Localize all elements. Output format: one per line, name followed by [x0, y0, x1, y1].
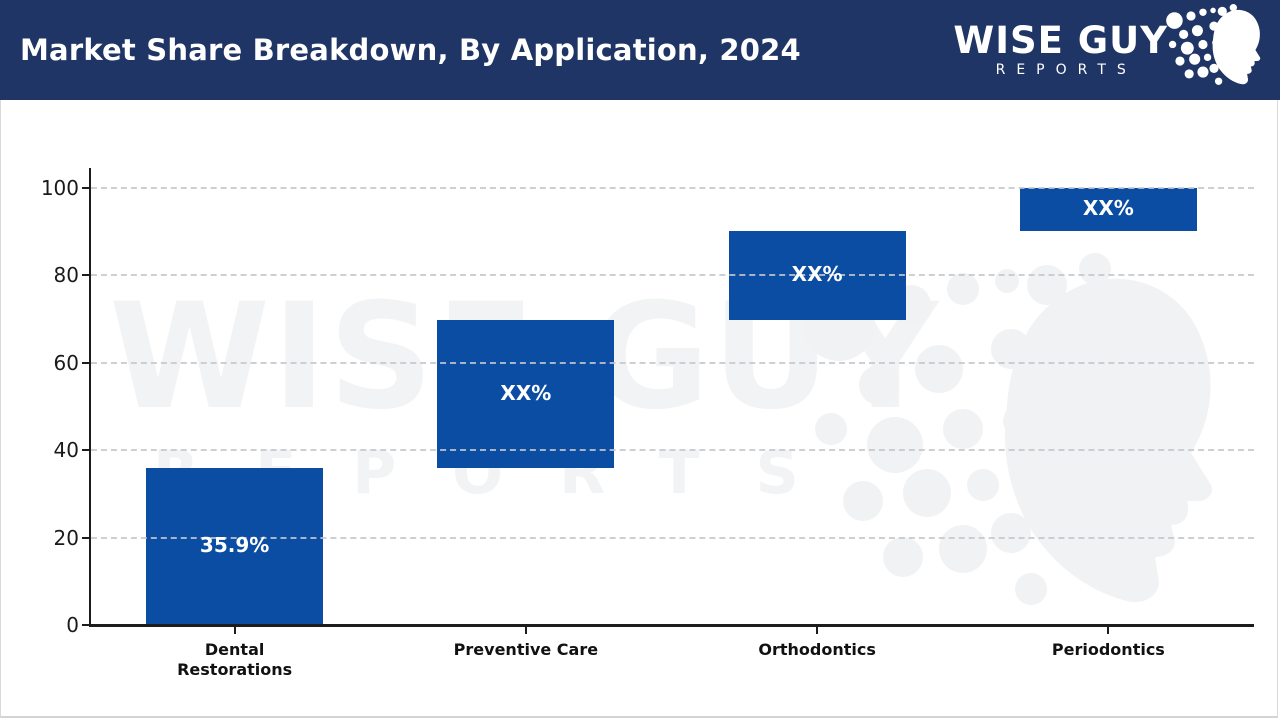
x-tick-label: Dental Restorations: [177, 640, 293, 679]
y-axis-line: [89, 167, 91, 627]
x-axis-tick: [524, 626, 527, 634]
gridline-80: [91, 274, 1254, 276]
x-axis-line: [89, 624, 1254, 627]
bar-value-label: XX%: [791, 262, 843, 287]
y-axis-tick: [82, 536, 89, 539]
y-tick-label: 0: [66, 613, 79, 637]
y-axis-tick: [82, 274, 89, 276]
bar-value-label: 35.9%: [199, 533, 270, 558]
y-axis-tick: [82, 449, 89, 451]
gridline-60: [91, 361, 1254, 364]
logo-subtitle: REPORTS: [995, 62, 1137, 78]
bar-value-label: XX%: [500, 381, 552, 405]
x-tick-label: Orthodontics: [758, 640, 876, 659]
logo-wordmark: WISE GUY: [953, 19, 1168, 62]
y-tick-label: 20: [53, 525, 79, 550]
x-tick-label: Periodontics: [1051, 640, 1165, 659]
x-tick-label: Preventive Care: [453, 640, 599, 659]
x-axis-tick: [233, 626, 236, 634]
x-axis-tick: [816, 626, 819, 634]
dotted-head-icon: [1166, 4, 1261, 85]
bar-dental-restorations: [146, 467, 324, 625]
gridline-40: [91, 449, 1254, 451]
header-bar: Market Share Breakdown, By Application, …: [0, 0, 1280, 100]
logo-text: WISE GUY REPORTS: [953, 21, 1168, 79]
gridline-100: [91, 186, 1254, 189]
gridline-20: [91, 536, 1254, 539]
bar-preventive-care: [437, 320, 615, 468]
wise-guy-reports-logo: WISE GUY REPORTS: [953, 4, 1280, 96]
y-tick-label: 80: [53, 263, 79, 287]
y-axis-tick: [82, 624, 89, 626]
x-axis-tick: [1107, 626, 1110, 634]
y-tick-label: 40: [53, 438, 79, 462]
y-tick-label: 60: [53, 350, 79, 375]
y-axis-tick: [82, 186, 89, 189]
bar-value-label: XX%: [1082, 196, 1134, 221]
y-tick-label: 100: [40, 175, 79, 200]
chart-area: WISE GUY REPORTS 0 20 40 60 80 100 35.9% Dental…: [0, 100, 1278, 718]
bar-periodontics: [1019, 187, 1197, 231]
page-title: Market Share Breakdown, By Application, …: [20, 33, 801, 67]
y-axis-tick: [82, 361, 89, 364]
